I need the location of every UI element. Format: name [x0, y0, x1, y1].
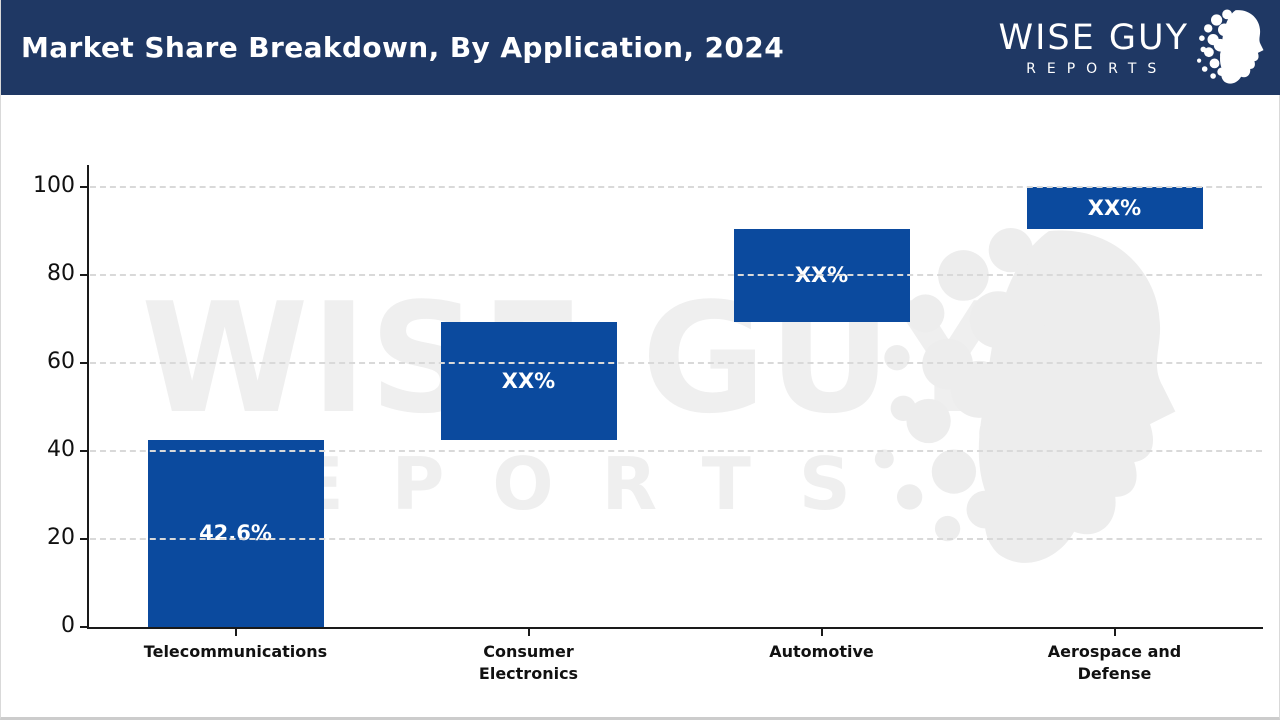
watermark-face-icon: [874, 228, 1176, 563]
y-tick-mark: [80, 450, 89, 452]
gridline-60: [90, 362, 1262, 364]
y-tick-label-20: 20: [47, 525, 75, 550]
y-tick-label-100: 100: [33, 173, 75, 198]
x-tick-mark: [820, 629, 823, 636]
header-bar: Market Share Breakdown, By Application, …: [1, 0, 1280, 95]
bar-aerospace-and-defense: XX%: [1026, 187, 1203, 229]
y-tick-mark: [80, 362, 89, 364]
y-tick-mark: [80, 538, 89, 540]
x-category-label-telecommunications: Telecommunications: [116, 641, 356, 663]
bar-telecommunications: 42.6%: [147, 439, 324, 627]
x-category-label-line: Telecommunications: [143, 642, 328, 661]
logo-wordmark: WISE GUY: [998, 17, 1189, 58]
logo-text: WISE GUY REPORTS: [998, 17, 1189, 77]
y-tick-label-0: 0: [61, 613, 75, 638]
x-category-label-line: Consumer: [483, 642, 574, 661]
x-category-label-line: Electronics: [478, 663, 579, 683]
x-category-label-aerospace-and-defense: Aerospace and Defense: [995, 641, 1235, 684]
bar-value-label: XX%: [501, 368, 556, 393]
x-category-label-line: Aerospace and: [1047, 642, 1182, 661]
y-tick-mark: [80, 274, 89, 276]
x-tick-mark: [1113, 629, 1116, 636]
chart-title: Market Share Breakdown, By Application, …: [21, 31, 785, 64]
logo-face-icon: [1197, 9, 1264, 84]
y-tick-mark: [80, 186, 89, 188]
y-axis: [87, 165, 89, 629]
logo-reports-text: REPORTS: [1026, 60, 1168, 77]
x-tick-mark: [234, 629, 237, 636]
y-tick-label-40: 40: [47, 437, 75, 462]
gridline-100: [90, 186, 1262, 188]
x-category-label-automotive: Automotive: [702, 641, 942, 663]
bar-value-label: 42.6%: [199, 521, 272, 546]
y-tick-label-80: 80: [47, 261, 75, 286]
x-axis: [87, 627, 1263, 629]
wiseguy-logo: WISE GUY REPORTS: [998, 6, 1271, 90]
gridline-80: [90, 274, 1262, 276]
x-category-label-line: Automotive: [769, 642, 874, 661]
gridline-40: [90, 450, 1262, 452]
x-category-label-consumer-electronics: Consumer Electronics: [409, 641, 649, 684]
y-tick-mark: [80, 626, 89, 628]
bar-value-label: XX%: [1087, 195, 1142, 220]
y-tick-label-60: 60: [47, 349, 75, 374]
x-category-label-line: Defense: [1077, 663, 1152, 683]
gridline-20: [90, 538, 1262, 540]
bar-consumer-electronics: XX%: [440, 322, 617, 440]
x-tick-mark: [527, 629, 530, 636]
